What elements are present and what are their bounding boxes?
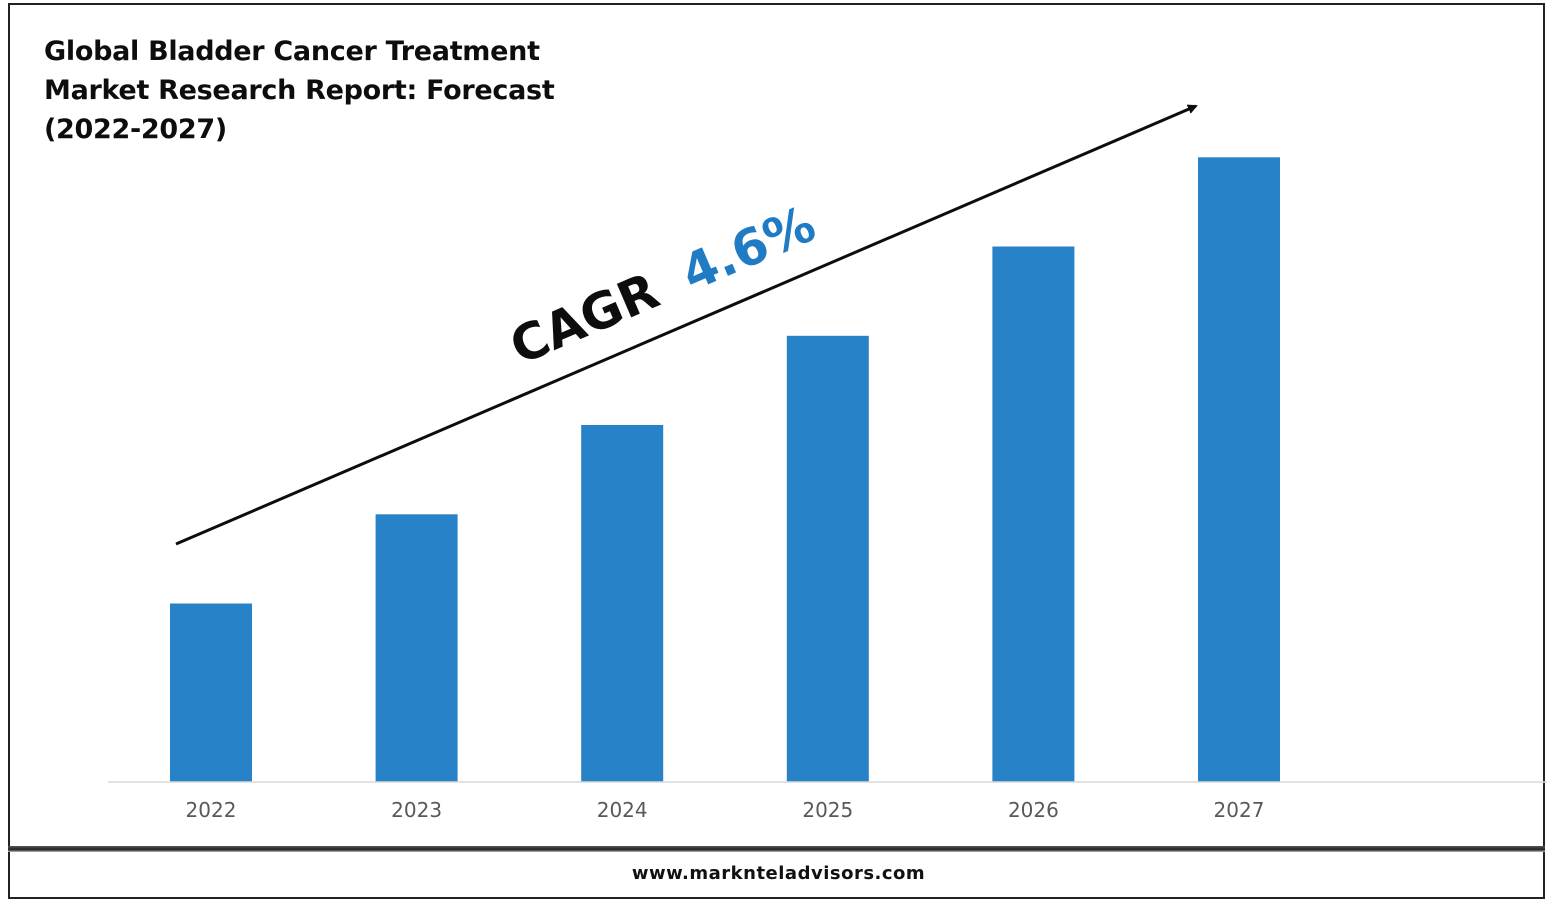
x-tick-label-2022: 2022	[186, 798, 237, 822]
x-tick-labels: 2022 2023 2024 2025 2026 2027	[186, 798, 1265, 822]
chart-title: Global Bladder Cancer Treatment Market R…	[44, 36, 555, 145]
trend-arrow	[175, 104, 1198, 546]
footer-url: www.marknteladvisors.com	[631, 863, 926, 884]
bar-2025	[786, 335, 869, 783]
bars-group	[170, 157, 1280, 783]
x-tick-label-2027: 2027	[1214, 798, 1265, 822]
bar-2024	[581, 425, 664, 782]
x-tick-label-2023: 2023	[391, 798, 442, 822]
bar-2023	[375, 514, 458, 783]
bar-2027	[1198, 157, 1280, 783]
chart-frame	[8, 3, 1545, 899]
x-tick-label-2024: 2024	[597, 798, 648, 822]
bar-2022	[170, 603, 252, 782]
footer-divider	[8, 846, 1545, 852]
x-tick-label-2025: 2025	[802, 798, 853, 822]
cagr-label: CAGR	[502, 262, 667, 376]
bar-2026	[992, 246, 1075, 782]
cagr-value: 4.6%	[673, 195, 823, 303]
x-tick-label-2026: 2026	[1008, 798, 1059, 822]
